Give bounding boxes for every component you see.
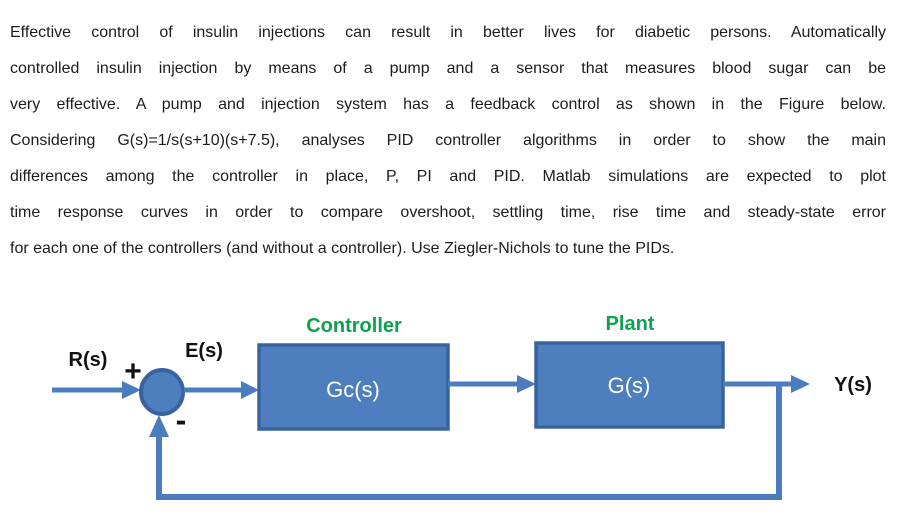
error-label: E(s) [185,340,223,362]
plant-block [534,341,725,429]
paragraph-line: Considering G(s)=1/s(s+10)(s+7.5), analy… [10,132,886,149]
plant-transfer-function: G(s) [608,373,651,398]
controller-title: Controller [306,315,402,337]
paragraph-line: differences among the controller in plac… [10,168,886,185]
paragraph-line: Effective control of insulin injections … [10,24,886,41]
summing-junction [139,368,185,416]
output-label: Y(s) [834,374,872,396]
problem-statement: Effective control of insulin injections … [10,15,886,267]
minus-sign: - [176,402,187,438]
paragraph-line: for each one of the controllers (and wit… [10,240,675,257]
input-arrowhead-icon [122,381,141,399]
plant-input-arrowhead-icon [517,375,536,393]
controller-block [257,343,450,431]
paragraph-line: controlled insulin injection by means of… [10,60,886,77]
paragraph-line: very effective. A pump and injection sys… [10,96,886,113]
feedback-path-line [156,384,782,500]
plus-sign: + [124,355,142,388]
paragraph-line: time response curves in order to compare… [10,204,886,221]
controller-transfer-function: Gc(s) [326,377,380,402]
plant-title: Plant [606,313,655,335]
input-label: R(s) [69,349,108,371]
error-arrowhead-icon [241,381,259,399]
feedback-arrowhead-icon [149,415,169,437]
output-arrowhead-icon [791,375,810,393]
